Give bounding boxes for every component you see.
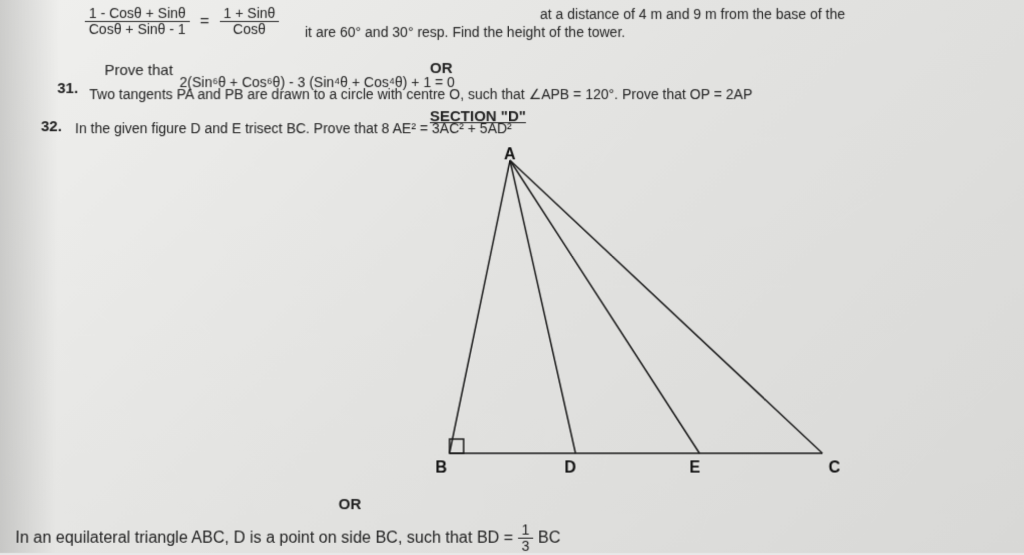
q31-tangents: Two tangents PA and PB are drawn to a ci… (89, 86, 752, 103)
bottom-problem: In an equilateral triangle ABC, D is a p… (15, 522, 560, 554)
q32-number: 32. (41, 118, 62, 135)
angle-fragment: it are 60° and 30° resp. Find the height… (305, 24, 625, 40)
or-label-1: OR (430, 60, 453, 77)
line-EA (510, 160, 699, 453)
line-BA (450, 160, 510, 453)
left-shadow (0, 0, 60, 553)
line-DA (510, 160, 576, 453)
rhs-denominator: Cosθ (219, 22, 279, 37)
distance-fragment: at a distance of 4 m and 9 m from the ba… (540, 6, 845, 22)
q31-number: 31. (57, 80, 78, 97)
bottom-text-part2: BC (538, 530, 560, 547)
paper-surface: at a distance of 4 m and 9 m from the ba… (0, 0, 1024, 553)
bottom-frac-num: 1 (518, 522, 534, 539)
lhs-numerator: 1 - Cosθ + Sinθ (85, 6, 190, 22)
vertex-E: E (689, 459, 700, 477)
vertex-A: A (504, 146, 516, 164)
rhs-fraction: 1 + Sinθ Cosθ (219, 6, 279, 38)
lhs-fraction: 1 - Cosθ + Sinθ Cosθ + Sinθ - 1 (85, 6, 190, 38)
q32-text: In the given figure D and E trisect BC. … (75, 120, 512, 136)
bottom-text-part1: In an equilateral triangle ABC, D is a p… (15, 530, 517, 547)
bottom-fraction: 1 3 (518, 522, 534, 554)
triangle-figure (379, 140, 853, 484)
equals-sign: = (200, 13, 209, 30)
line-CA (510, 160, 822, 453)
lhs-denominator: Cosθ + Sinθ - 1 (85, 22, 190, 37)
rhs-numerator: 1 + Sinθ (219, 6, 279, 22)
prove-that-label: Prove that (104, 62, 173, 79)
vertex-C: C (829, 459, 841, 477)
vertex-D: D (564, 459, 576, 477)
vertex-B: B (435, 459, 447, 477)
or-label-2: OR (338, 496, 361, 513)
bottom-frac-den: 3 (518, 539, 534, 555)
fraction-equation: 1 - Cosθ + Sinθ Cosθ + Sinθ - 1 = 1 + Si… (85, 6, 280, 38)
